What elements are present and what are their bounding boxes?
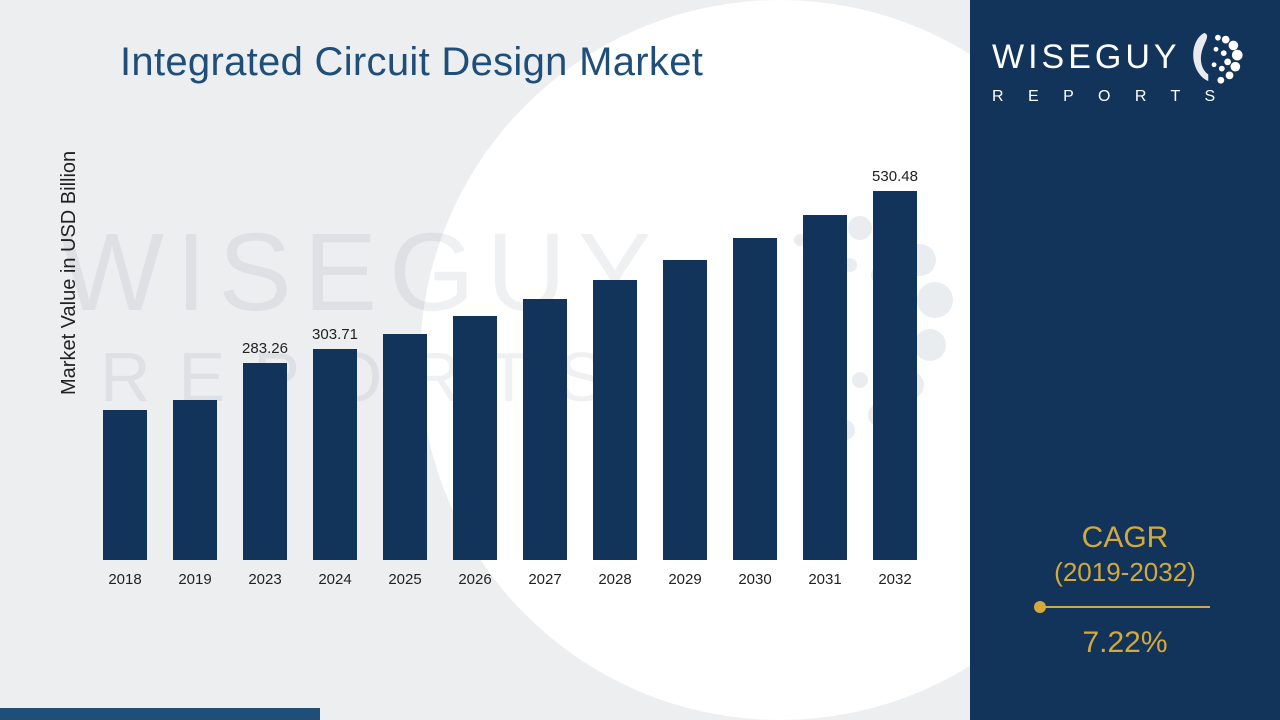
cagr-range: (2019-2032): [1010, 557, 1240, 588]
bar-2023: [243, 363, 287, 560]
bar-2032: [873, 191, 917, 560]
bar-chart: 201820192023 283.26 2024 303.71 202520262027…: [90, 170, 930, 590]
chart-title: Integrated Circuit Design Market: [120, 40, 703, 85]
bar-label-2032: 530.48: [860, 168, 930, 185]
x-tick-2018: 2018: [90, 571, 160, 588]
bar-2025: [383, 334, 427, 560]
plot-area: 201820192023283.262024303.71202520262027…: [90, 170, 930, 560]
bar-2024: [313, 349, 357, 561]
cagr-divider: [1040, 606, 1210, 608]
x-tick-2028: 2028: [580, 571, 650, 588]
bar-2027: [523, 299, 567, 560]
x-tick-2025: 2025: [370, 571, 440, 588]
bar-2030: [733, 238, 777, 560]
logo-text-1: WISEGUY: [992, 38, 1181, 77]
bar-label-2023: 283.26: [230, 340, 300, 357]
bar-2018: [103, 410, 147, 560]
x-tick-2026: 2026: [440, 571, 510, 588]
y-axis-label: Market Value in USD Billion: [58, 151, 81, 395]
x-tick-2019: 2019: [160, 571, 230, 588]
brand-logo: WISEGUY R E P O R T S: [992, 28, 1252, 106]
bar-2029: [663, 260, 707, 560]
bar-label-2024: 303.71: [300, 326, 370, 343]
x-tick-2027: 2027: [510, 571, 580, 588]
x-tick-2030: 2030: [720, 571, 790, 588]
logo-line1: WISEGUY: [992, 28, 1252, 86]
logo-line2: R E P O R T S: [992, 88, 1252, 106]
x-tick-2024: 2024: [300, 571, 370, 588]
cagr-value: 7.22%: [1010, 626, 1240, 660]
bar-2019: [173, 400, 217, 560]
logo-head-icon: [1187, 28, 1245, 86]
bar-2031: [803, 215, 847, 560]
x-tick-2031: 2031: [790, 571, 860, 588]
bar-2028: [593, 280, 637, 560]
bar-2026: [453, 316, 497, 560]
page-root: WISEGUYREPORTS Integrated Circuit Design…: [0, 0, 1280, 720]
x-tick-2032: 2032: [860, 571, 930, 588]
cagr-block: CAGR (2019-2032) 7.22%: [1010, 521, 1240, 660]
x-tick-2023: 2023: [230, 571, 300, 588]
cagr-label: CAGR: [1010, 521, 1240, 555]
x-tick-2029: 2029: [650, 571, 720, 588]
footer-accent-bar: [0, 708, 320, 720]
